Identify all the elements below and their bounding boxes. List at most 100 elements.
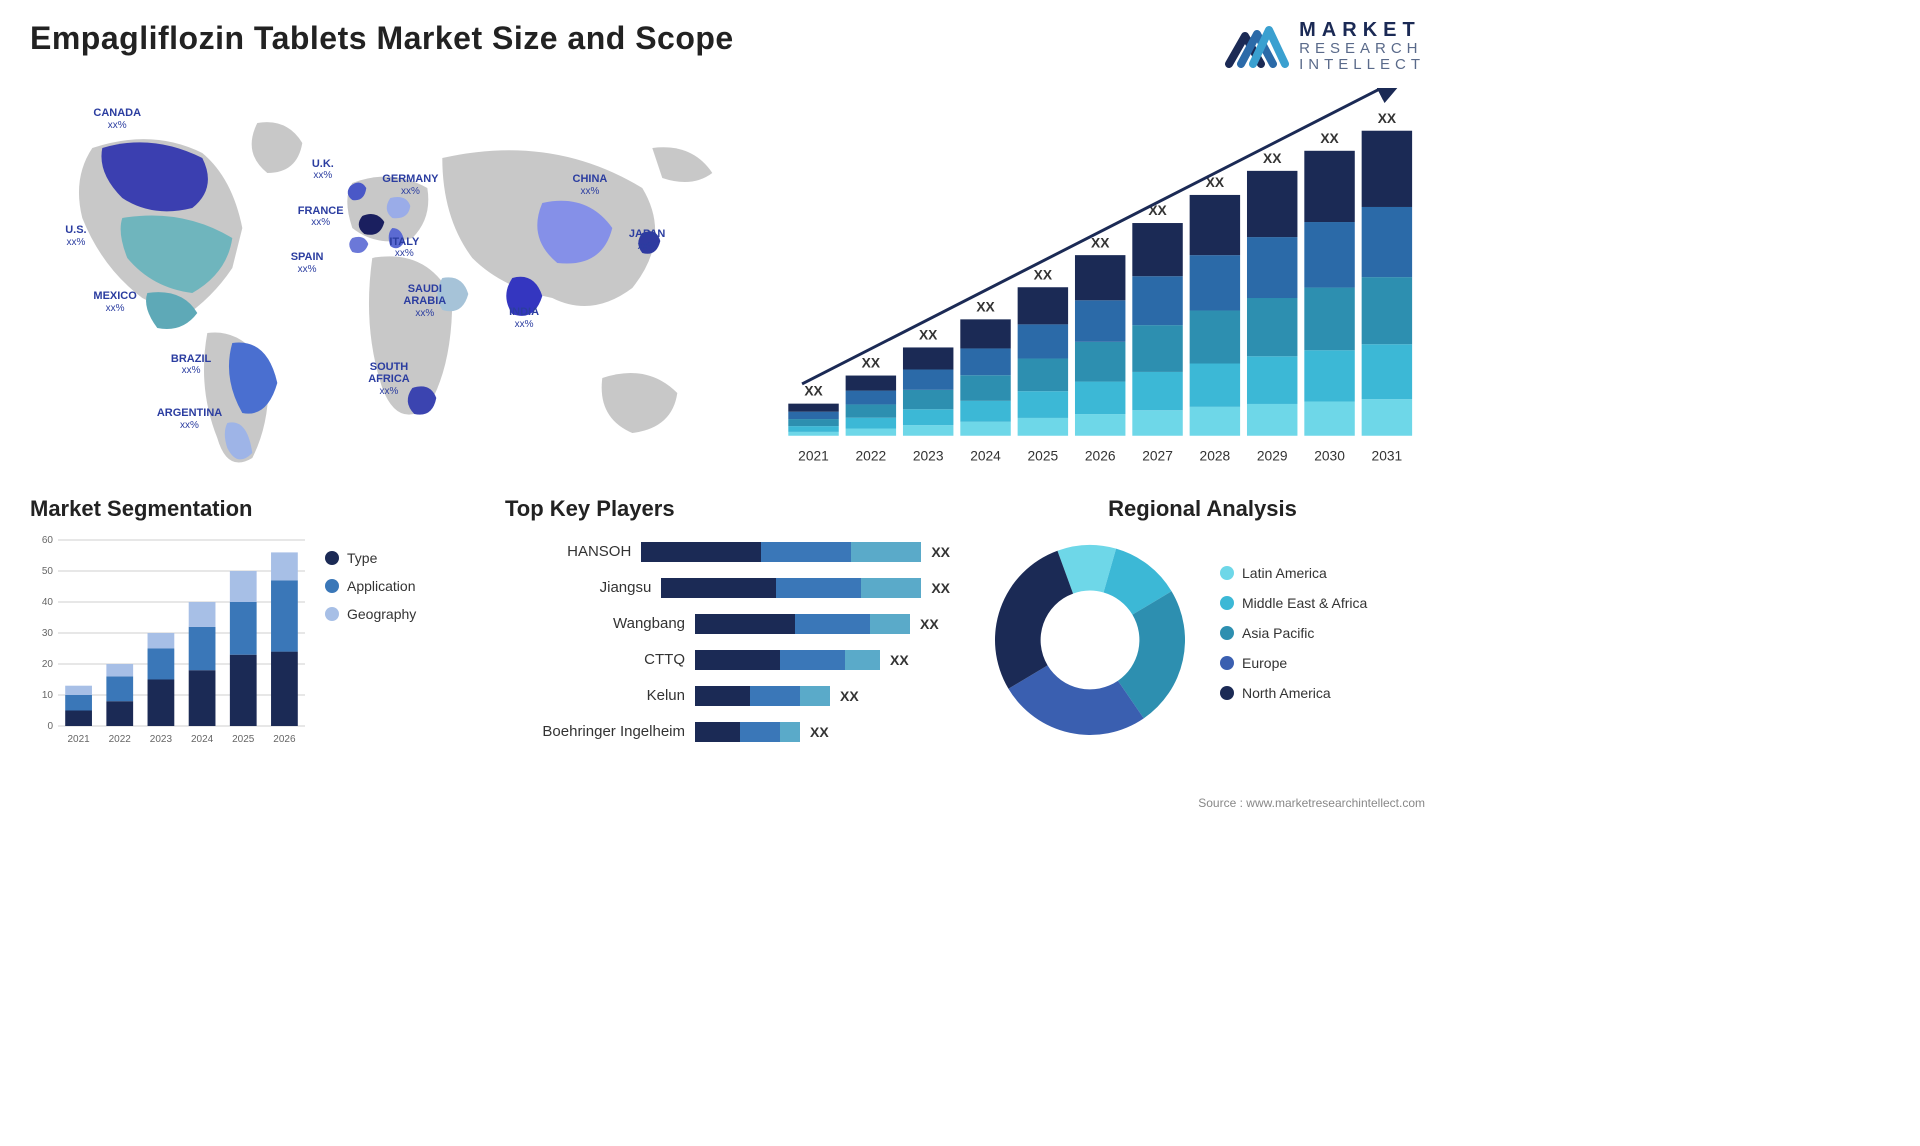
svg-text:2031: 2031 [1371, 448, 1402, 463]
svg-text:2030: 2030 [1314, 448, 1345, 463]
svg-text:2024: 2024 [970, 448, 1001, 463]
player-row: Wangbang XX [505, 610, 950, 638]
logo-icon [1225, 20, 1289, 72]
svg-text:2023: 2023 [150, 734, 173, 745]
player-name: Wangbang [505, 615, 695, 632]
regional-legend-item: Asia Pacific [1220, 625, 1367, 641]
regional-legend-item: Middle East & Africa [1220, 595, 1367, 611]
player-value: XX [931, 580, 950, 596]
svg-text:10: 10 [42, 690, 54, 701]
map-country-label: CANADAxx% [93, 107, 141, 131]
map-country-label: JAPANxx% [629, 228, 665, 252]
svg-text:XX: XX [919, 327, 938, 342]
player-name: CTTQ [505, 651, 695, 668]
segmentation-title: Market Segmentation [30, 496, 475, 522]
player-name: Kelun [505, 687, 695, 704]
svg-text:XX: XX [1091, 235, 1110, 250]
player-bar [695, 722, 800, 742]
player-value: XX [920, 616, 939, 632]
svg-text:2027: 2027 [1142, 448, 1173, 463]
svg-text:XX: XX [861, 355, 880, 370]
player-bar [641, 542, 921, 562]
regional-legend-item: Latin America [1220, 565, 1367, 581]
map-country-label: SOUTHAFRICAxx% [368, 361, 410, 398]
svg-text:0: 0 [47, 721, 53, 732]
player-value: XX [840, 688, 859, 704]
map-country-label: ITALYxx% [389, 236, 419, 260]
svg-text:XX: XX [1320, 130, 1339, 145]
regional-legend-item: North America [1220, 685, 1367, 701]
segmentation-panel: Market Segmentation 0 10 20 30 40 50 60 2021 202… [30, 496, 475, 766]
logo-text-2: RESEARCH [1299, 41, 1425, 57]
player-value: XX [931, 544, 950, 560]
segmentation-legend-item: Geography [325, 606, 416, 622]
player-bar [695, 686, 830, 706]
svg-text:2021: 2021 [798, 448, 829, 463]
world-map-panel: CANADAxx% U.S.xx% MEXICOxx% BRAZILxx% ARGENT… [30, 88, 735, 478]
svg-text:2022: 2022 [855, 448, 886, 463]
svg-text:30: 30 [42, 628, 54, 639]
svg-text:2024: 2024 [191, 734, 214, 745]
regional-legend-item: Europe [1220, 655, 1367, 671]
svg-text:2022: 2022 [109, 734, 132, 745]
world-map [30, 88, 735, 478]
svg-text:2028: 2028 [1199, 448, 1230, 463]
player-value: XX [810, 724, 829, 740]
svg-text:XX: XX [976, 299, 995, 314]
player-name: HANSOH [505, 543, 641, 560]
map-country-label: MEXICOxx% [93, 290, 136, 314]
player-row: Jiangsu XX [505, 574, 950, 602]
player-bar [695, 614, 910, 634]
brand-logo: MARKET RESEARCH INTELLECT [1225, 20, 1425, 73]
players-panel: Top Key Players HANSOHXXJiangsuXXWangban… [505, 496, 950, 766]
players-title: Top Key Players [505, 496, 950, 522]
svg-text:2021: 2021 [67, 734, 90, 745]
player-bar [695, 650, 880, 670]
svg-text:40: 40 [42, 597, 54, 608]
player-row: Kelun XX [505, 682, 950, 710]
svg-text:50: 50 [42, 566, 54, 577]
segmentation-legend-item: Type [325, 550, 416, 566]
svg-text:XX: XX [804, 383, 823, 398]
svg-text:XX: XX [1263, 150, 1282, 165]
player-bar [661, 578, 921, 598]
map-country-label: U.S.xx% [65, 224, 86, 248]
svg-text:2025: 2025 [1027, 448, 1058, 463]
svg-text:2025: 2025 [232, 734, 255, 745]
players-chart: HANSOH XX Jiangsu XX Wangbang XX CTTQ XX Kelun XX… [505, 530, 950, 746]
map-country-label: SPAINxx% [291, 251, 324, 275]
growth-bar-chart: XX 2021 XX 2022 XX 2023 XX 2024 XX 2025 XX 2026 XX 20… [775, 88, 1425, 478]
svg-text:2026: 2026 [1084, 448, 1115, 463]
regional-donut [980, 530, 1200, 750]
svg-text:2026: 2026 [273, 734, 296, 745]
map-country-label: ARGENTINAxx% [157, 407, 222, 431]
page-title: Empagliflozin Tablets Market Size and Sc… [30, 20, 734, 57]
player-value: XX [890, 652, 909, 668]
logo-text-1: MARKET [1299, 20, 1425, 41]
map-country-label: INDIAxx% [509, 306, 539, 330]
player-row: CTTQ XX [505, 646, 950, 674]
segmentation-legend: Type Application Geography [325, 530, 416, 634]
regional-panel: Regional Analysis Latin America Middle Ea… [980, 496, 1425, 766]
map-country-label: SAUDIARABIAxx% [403, 283, 446, 320]
source-label: Source : www.marketresearchintellect.com [1198, 796, 1425, 810]
regional-title: Regional Analysis [980, 496, 1425, 522]
map-country-label: GERMANYxx% [382, 173, 438, 197]
player-row: Boehringer Ingelheim XX [505, 718, 950, 746]
map-country-label: U.K.xx% [312, 158, 334, 182]
map-country-label: BRAZILxx% [171, 353, 211, 377]
player-name: Boehringer Ingelheim [505, 723, 695, 740]
svg-text:20: 20 [42, 659, 54, 670]
player-name: Jiangsu [505, 579, 661, 596]
player-row: HANSOH XX [505, 538, 950, 566]
segmentation-legend-item: Application [325, 578, 416, 594]
map-country-label: FRANCExx% [298, 205, 344, 229]
regional-legend: Latin America Middle East & Africa Asia Pa… [1220, 565, 1367, 715]
svg-text:60: 60 [42, 535, 54, 546]
svg-text:XX: XX [1033, 267, 1052, 282]
logo-text-3: INTELLECT [1299, 57, 1425, 73]
svg-text:2029: 2029 [1256, 448, 1287, 463]
svg-text:2023: 2023 [912, 448, 943, 463]
segmentation-chart: 0 10 20 30 40 50 60 2021 2022 2023 2024 2025 2026 [30, 530, 310, 750]
map-country-label: CHINAxx% [573, 173, 608, 197]
